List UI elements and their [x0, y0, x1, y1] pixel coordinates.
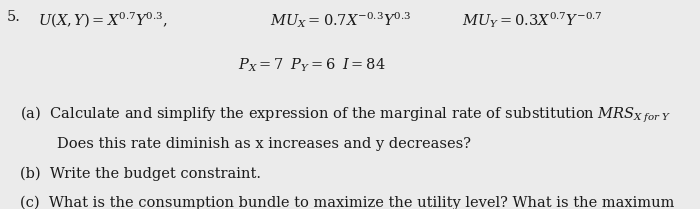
Text: $U(X,Y) = X^{0.7}Y^{0.3},$: $U(X,Y) = X^{0.7}Y^{0.3},$ — [38, 10, 169, 29]
Text: (b)  Write the budget constraint.: (b) Write the budget constraint. — [20, 166, 260, 181]
Text: $MU_X = 0.7X^{-0.3}Y^{0.3}$: $MU_X = 0.7X^{-0.3}Y^{0.3}$ — [270, 10, 411, 30]
Text: (c)  What is the consumption bundle to maximize the utility level? What is the m: (c) What is the consumption bundle to ma… — [20, 195, 674, 209]
Text: (a)  Calculate and simplify the expression of the marginal rate of substitution : (a) Calculate and simplify the expressio… — [20, 104, 671, 125]
Text: $MU_Y = 0.3X^{0.7}Y^{-0.7}$: $MU_Y = 0.3X^{0.7}Y^{-0.7}$ — [462, 10, 603, 30]
Text: $P_X = 7 \;\; P_Y = 6 \;\; I = 84$: $P_X = 7 \;\; P_Y = 6 \;\; I = 84$ — [238, 56, 386, 74]
Text: 5.: 5. — [7, 10, 21, 24]
Text: Does this rate diminish as x increases and y decreases?: Does this rate diminish as x increases a… — [20, 137, 470, 151]
